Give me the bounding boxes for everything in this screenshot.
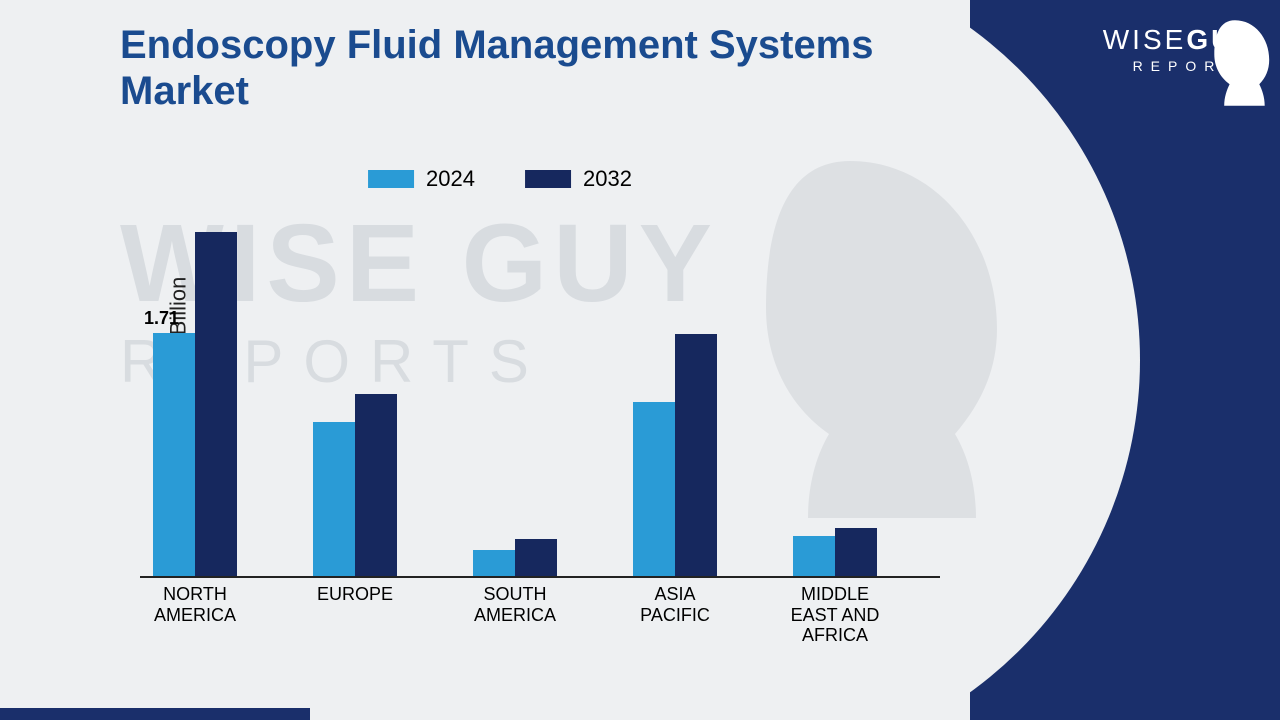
bar-value-label: 1.71 xyxy=(144,308,179,329)
legend-item-2032: 2032 xyxy=(525,166,632,192)
market-chart-card: WISEGUY REPORTS Endoscopy Fluid Manageme… xyxy=(0,0,1280,720)
bar-2024 xyxy=(633,402,675,576)
bar-group: 1.71NORTH AMERICA xyxy=(140,232,250,576)
bar-2032 xyxy=(515,539,557,576)
bar-group: SOUTH AMERICA xyxy=(460,539,570,576)
bar-2032 xyxy=(355,394,397,576)
bar-2032 xyxy=(835,528,877,576)
bar-group: EUROPE xyxy=(300,394,410,576)
category-label: SOUTH AMERICA xyxy=(460,576,570,625)
legend-label-2024: 2024 xyxy=(426,166,475,192)
plot-area: 1.71NORTH AMERICA EUROPE SOUTH AMERICA ASIA… xyxy=(140,208,940,578)
category-label: NORTH AMERICA xyxy=(140,576,250,625)
category-label: MIDDLE EAST AND AFRICA xyxy=(780,576,890,646)
brand-logo: WISEGUY REPORTS xyxy=(1103,24,1256,74)
bar-2032 xyxy=(195,232,237,576)
bar-2024 xyxy=(793,536,835,576)
chart: Market Size in USD Billion 2024 2032 1.7… xyxy=(60,170,940,640)
bar-2024 xyxy=(473,550,515,576)
legend-swatch-2032 xyxy=(525,170,571,188)
logo-word-2: GUY xyxy=(1186,24,1256,55)
bar-2032 xyxy=(675,334,717,576)
category-label: ASIA PACIFIC xyxy=(620,576,730,625)
logo-word-1: WISE xyxy=(1103,24,1187,55)
legend-label-2032: 2032 xyxy=(583,166,632,192)
bar-2024 xyxy=(313,422,355,576)
bar-group: MIDDLE EAST AND AFRICA xyxy=(780,528,890,576)
footer-accent-bar xyxy=(0,708,310,720)
bar-2024 xyxy=(153,333,195,576)
legend: 2024 2032 xyxy=(368,166,632,192)
category-label: EUROPE xyxy=(300,576,410,605)
bar-group: ASIA PACIFIC xyxy=(620,334,730,576)
chart-title: Endoscopy Fluid Management Systems Marke… xyxy=(120,22,920,114)
logo-sub: REPORTS xyxy=(1103,58,1256,74)
legend-item-2024: 2024 xyxy=(368,166,475,192)
legend-swatch-2024 xyxy=(368,170,414,188)
